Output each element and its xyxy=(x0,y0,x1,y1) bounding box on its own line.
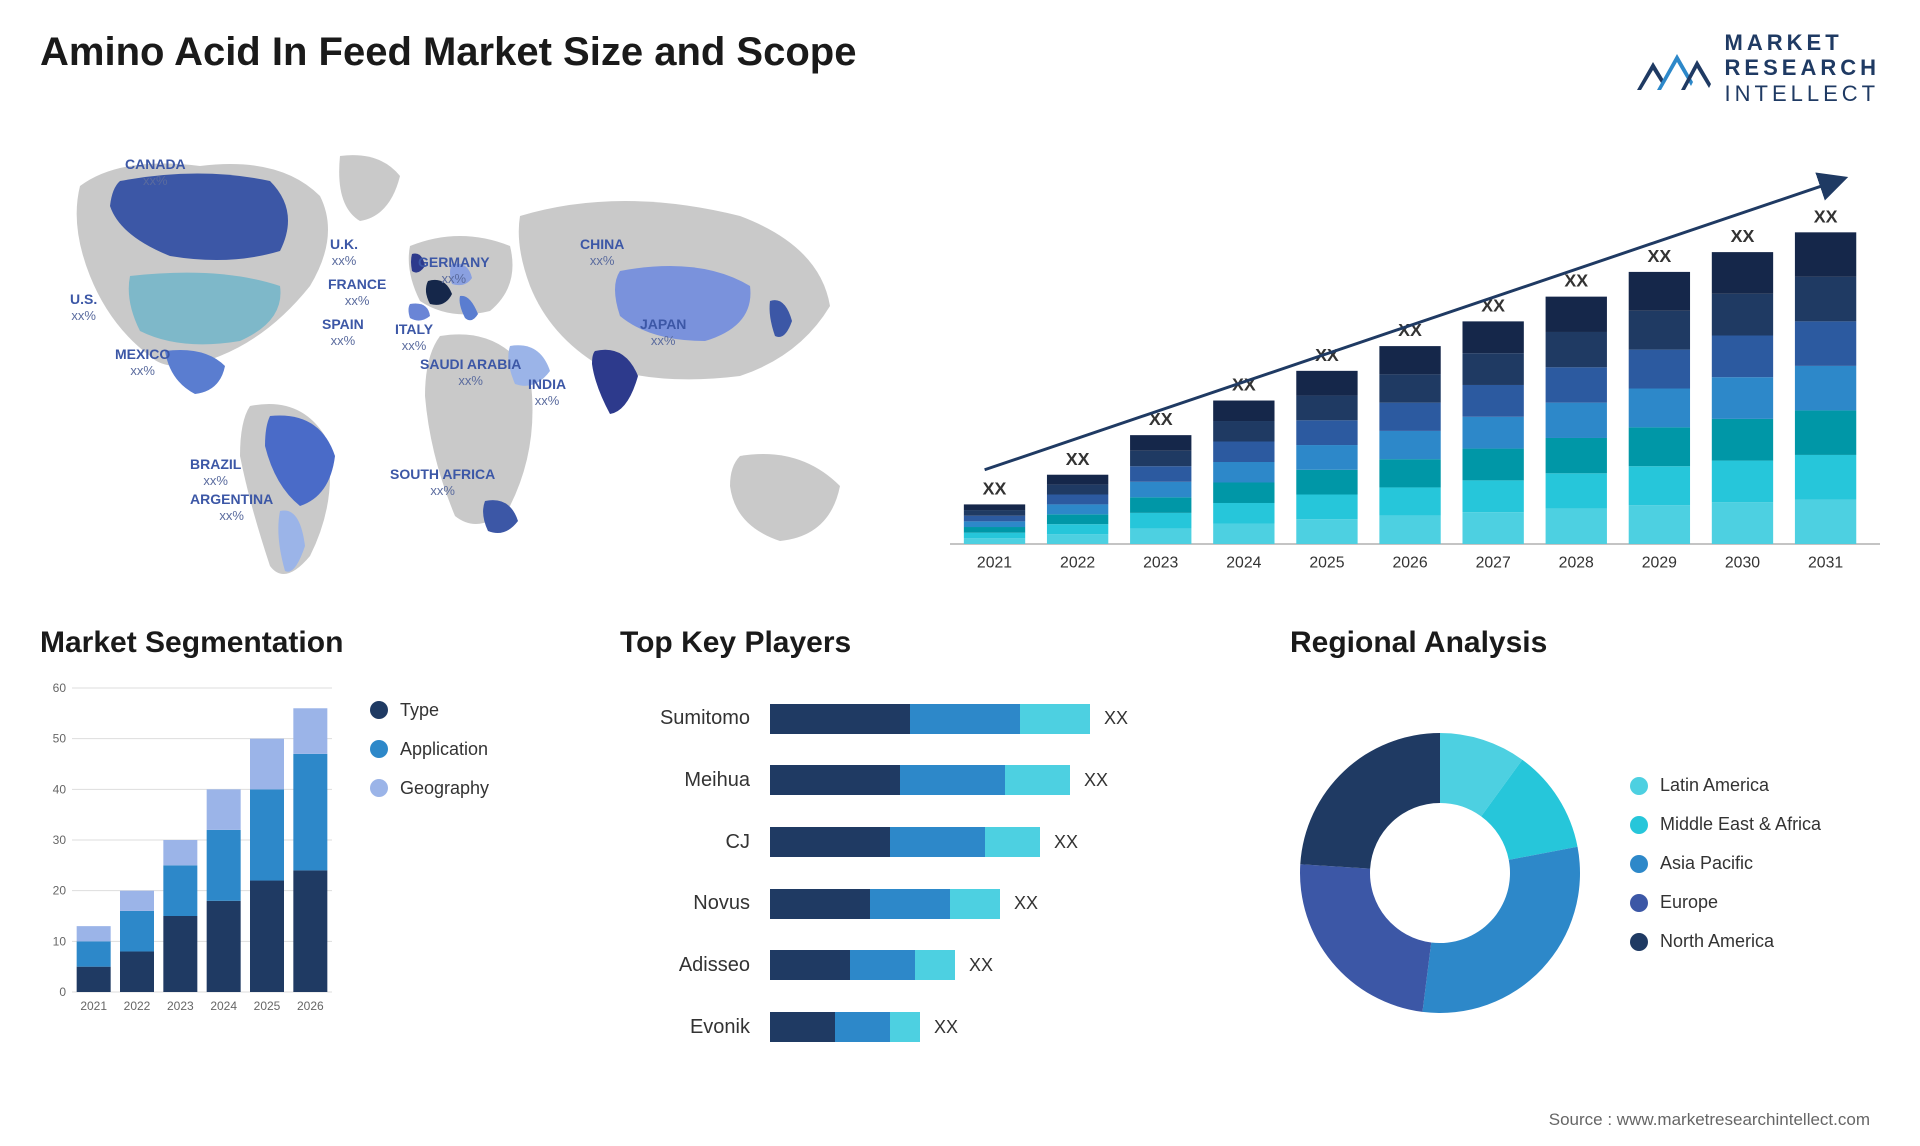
map-label: SOUTH AFRICAxx% xyxy=(390,466,495,498)
svg-text:2024: 2024 xyxy=(210,999,237,1013)
player-name: Novus xyxy=(620,892,750,915)
regional-donut xyxy=(1290,723,1590,1023)
svg-text:2021: 2021 xyxy=(80,999,107,1013)
header: Amino Acid In Feed Market Size and Scope… xyxy=(40,30,1880,106)
player-row: XX xyxy=(770,765,1240,795)
legend-item: Latin America xyxy=(1630,775,1880,796)
player-name: Evonik xyxy=(620,1016,750,1039)
legend-item: Middle East & Africa xyxy=(1630,814,1880,835)
players-panel: Top Key Players Sumitomo Meihua CJ Novus Adi… xyxy=(620,626,1240,1066)
map-label: U.K.xx% xyxy=(330,236,358,268)
map-label: ITALYxx% xyxy=(395,321,433,353)
svg-text:2028: 2028 xyxy=(1559,555,1594,572)
players-title: Top Key Players xyxy=(620,626,1240,660)
svg-text:20: 20 xyxy=(53,884,67,898)
player-name: CJ xyxy=(620,831,750,854)
map-label: CHINAxx% xyxy=(580,236,624,268)
logo-icon xyxy=(1635,40,1713,96)
source-attribution: Source : www.marketresearchintellect.com xyxy=(1549,1110,1870,1130)
svg-text:2031: 2031 xyxy=(1808,555,1843,572)
svg-text:2024: 2024 xyxy=(1226,555,1261,572)
player-name: Meihua xyxy=(620,769,750,792)
svg-text:XX: XX xyxy=(1564,271,1588,291)
svg-text:10: 10 xyxy=(53,934,67,948)
player-row: XX xyxy=(770,827,1240,857)
svg-text:2023: 2023 xyxy=(167,999,194,1013)
player-names: Sumitomo Meihua CJ Novus Adisseo Evonik xyxy=(620,680,750,1066)
svg-text:30: 30 xyxy=(53,833,67,847)
map-label: BRAZILxx% xyxy=(190,456,241,488)
svg-text:2027: 2027 xyxy=(1476,555,1511,572)
map-label: U.S.xx% xyxy=(70,291,97,323)
svg-text:2022: 2022 xyxy=(1060,555,1095,572)
legend-item: Application xyxy=(370,739,570,760)
bottom-row: Market Segmentation 0 10 20 30 40 50 60 2021 202… xyxy=(40,626,1880,1066)
svg-text:XX: XX xyxy=(1066,449,1090,469)
legend-item: Geography xyxy=(370,778,570,799)
player-row: XX xyxy=(770,704,1240,734)
legend-item: North America xyxy=(1630,931,1880,952)
segmentation-legend: Type Application Geography xyxy=(370,680,570,1066)
svg-text:50: 50 xyxy=(53,732,67,746)
regional-panel: Regional Analysis Latin America Middle Ea… xyxy=(1290,626,1880,1066)
top-row: CANADAxx% U.S.xx% MEXICOxx% BRAZILxx%ARGENT… xyxy=(40,126,1880,586)
map-label: SAUDI ARABIAxx% xyxy=(420,356,521,388)
svg-text:2030: 2030 xyxy=(1725,555,1760,572)
svg-text:2025: 2025 xyxy=(254,999,281,1013)
svg-text:2022: 2022 xyxy=(124,999,151,1013)
svg-text:2026: 2026 xyxy=(1392,555,1427,572)
svg-text:2023: 2023 xyxy=(1143,555,1178,572)
growth-chart-panel: 2021 XX 2022 XX 2023 XX 2024 XX 2025 XX 2026 XX 2027… xyxy=(950,126,1880,586)
svg-text:XX: XX xyxy=(1814,206,1838,226)
svg-text:2025: 2025 xyxy=(1309,555,1344,572)
map-label: INDIAxx% xyxy=(528,376,566,408)
svg-text:2026: 2026 xyxy=(297,999,324,1013)
map-label: ARGENTINAxx% xyxy=(190,491,273,523)
svg-text:XX: XX xyxy=(1731,226,1755,246)
svg-text:XX: XX xyxy=(1647,246,1671,266)
svg-text:2021: 2021 xyxy=(977,555,1012,572)
legend-item: Europe xyxy=(1630,892,1880,913)
segmentation-title: Market Segmentation xyxy=(40,626,570,660)
player-name: Sumitomo xyxy=(620,707,750,730)
player-row: XX xyxy=(770,950,1240,980)
regional-legend: Latin America Middle East & Africa Asia Pa… xyxy=(1630,775,1880,970)
player-bars: XX XX XX XX XX XX xyxy=(770,680,1240,1066)
growth-chart-svg: 2021 XX 2022 XX 2023 XX 2024 XX 2025 XX 2026 XX 2027… xyxy=(950,126,1880,586)
svg-text:2029: 2029 xyxy=(1642,555,1677,572)
legend-item: Type xyxy=(370,700,570,721)
segmentation-panel: Market Segmentation 0 10 20 30 40 50 60 2021 202… xyxy=(40,626,570,1066)
map-label: MEXICOxx% xyxy=(115,346,170,378)
brand-logo: MARKET RESEARCH INTELLECT xyxy=(1635,30,1880,106)
svg-text:60: 60 xyxy=(53,681,67,695)
player-row: XX xyxy=(770,1012,1240,1042)
map-label: GERMANYxx% xyxy=(418,254,490,286)
svg-text:XX: XX xyxy=(983,478,1007,498)
regional-title: Regional Analysis xyxy=(1290,626,1880,660)
logo-text: MARKET RESEARCH INTELLECT xyxy=(1725,30,1880,106)
map-label: SPAINxx% xyxy=(322,316,364,348)
map-label: CANADAxx% xyxy=(125,156,186,188)
legend-item: Asia Pacific xyxy=(1630,853,1880,874)
player-name: Adisseo xyxy=(620,954,750,977)
page-title: Amino Acid In Feed Market Size and Scope xyxy=(40,30,856,75)
map-label: JAPANxx% xyxy=(640,316,686,348)
svg-text:0: 0 xyxy=(59,985,66,999)
svg-text:40: 40 xyxy=(53,782,67,796)
segmentation-chart: 0 10 20 30 40 50 60 2021 2022 2023 2024 2025 2026 xyxy=(40,680,340,1066)
map-label: FRANCExx% xyxy=(328,276,386,308)
world-map-panel: CANADAxx% U.S.xx% MEXICOxx% BRAZILxx%ARGENT… xyxy=(40,126,910,586)
player-row: XX xyxy=(770,889,1240,919)
